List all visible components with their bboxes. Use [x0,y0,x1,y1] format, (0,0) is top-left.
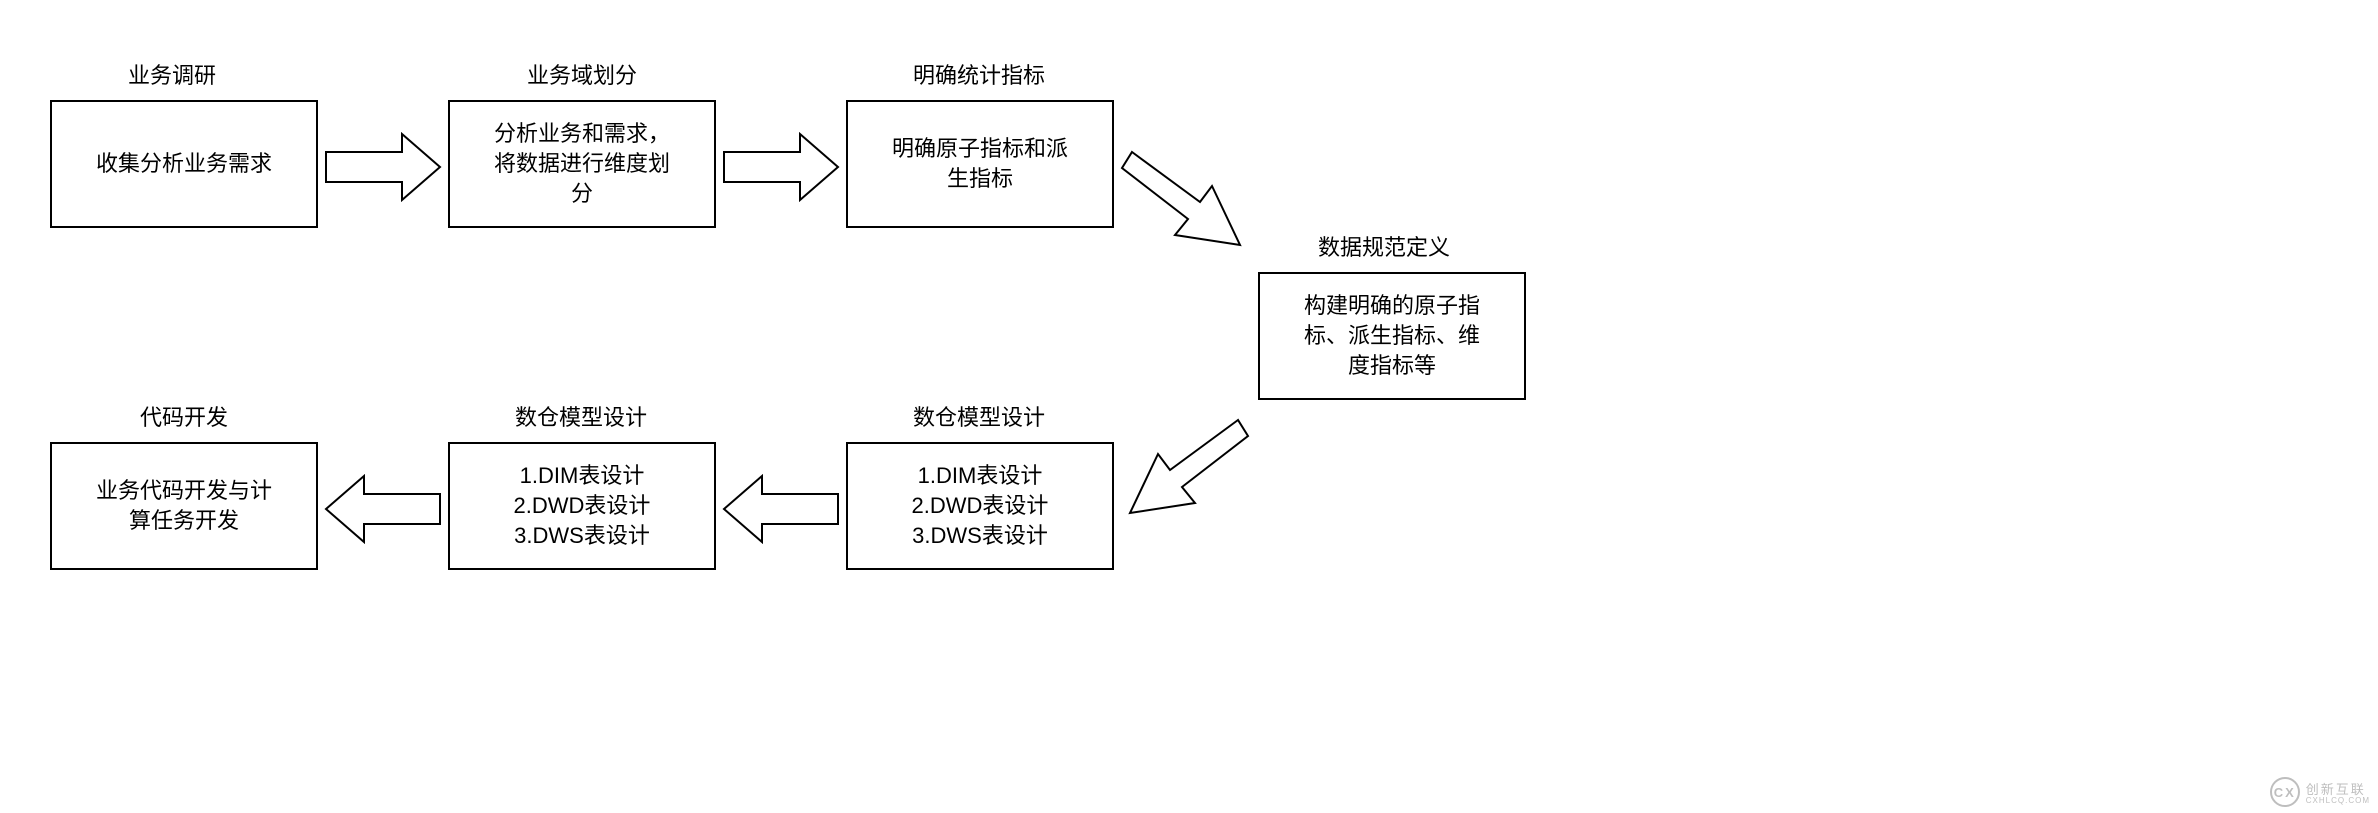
node-line: 1.DIM表设计 [918,461,1043,491]
node-box-n1: 收集分析业务需求 [50,100,318,228]
arrow-down-left-icon [1120,418,1250,518]
node-line: 生指标 [947,164,1013,194]
watermark-sub: CXHLCQ.COM [2306,796,2370,805]
arrow-down-right-icon [1120,150,1250,250]
node-box-n5: 1.DIM表设计 2.DWD表设计 3.DWS表设计 [846,442,1114,570]
node-line: 分 [571,179,593,209]
node-line: 构建明确的原子指 [1304,291,1480,321]
node-line: 明确原子指标和派 [892,134,1068,164]
node-box-n4: 构建明确的原子指 标、派生指标、维 度指标等 [1258,272,1526,400]
node-line: 3.DWS表设计 [912,521,1048,551]
arrow-left-icon [722,474,840,544]
node-box-n3: 明确原子指标和派 生指标 [846,100,1114,228]
node-line: 收集分析业务需求 [96,149,272,179]
node-title-n6: 数仓模型设计 [515,400,647,432]
node-line: 分析业务和需求， [494,119,670,149]
node-line: 算任务开发 [129,506,239,536]
node-line: 1.DIM表设计 [520,461,645,491]
node-line: 2.DWD表设计 [514,491,651,521]
node-title-n4: 数据规范定义 [1318,230,1450,262]
arrow-right-icon [722,132,840,202]
arrow-right-icon [324,132,442,202]
watermark-logo-text: CX [2274,786,2296,799]
node-line: 2.DWD表设计 [912,491,1049,521]
node-title-n1: 业务调研 [128,58,216,90]
node-line: 度指标等 [1348,351,1436,381]
node-line: 3.DWS表设计 [514,521,650,551]
node-line: 标、派生指标、维 [1304,321,1480,351]
node-title-n7: 代码开发 [140,400,228,432]
node-title-n3: 明确统计指标 [913,58,1045,90]
node-title-n2: 业务域划分 [527,58,637,90]
node-box-n6: 1.DIM表设计 2.DWD表设计 3.DWS表设计 [448,442,716,570]
watermark-logo-icon: CX [2270,777,2300,807]
node-box-n7: 业务代码开发与计 算任务开发 [50,442,318,570]
flowchart-canvas: 业务调研 收集分析业务需求 业务域划分 分析业务和需求， 将数据进行维度划 分 … [0,0,2378,813]
watermark: CX 创新互联 CXHLCQ.COM [2270,777,2370,807]
node-line: 业务代码开发与计 [96,476,272,506]
node-line: 将数据进行维度划 [494,149,670,179]
node-title-n5: 数仓模型设计 [913,400,1045,432]
node-box-n2: 分析业务和需求， 将数据进行维度划 分 [448,100,716,228]
arrow-left-icon [324,474,442,544]
